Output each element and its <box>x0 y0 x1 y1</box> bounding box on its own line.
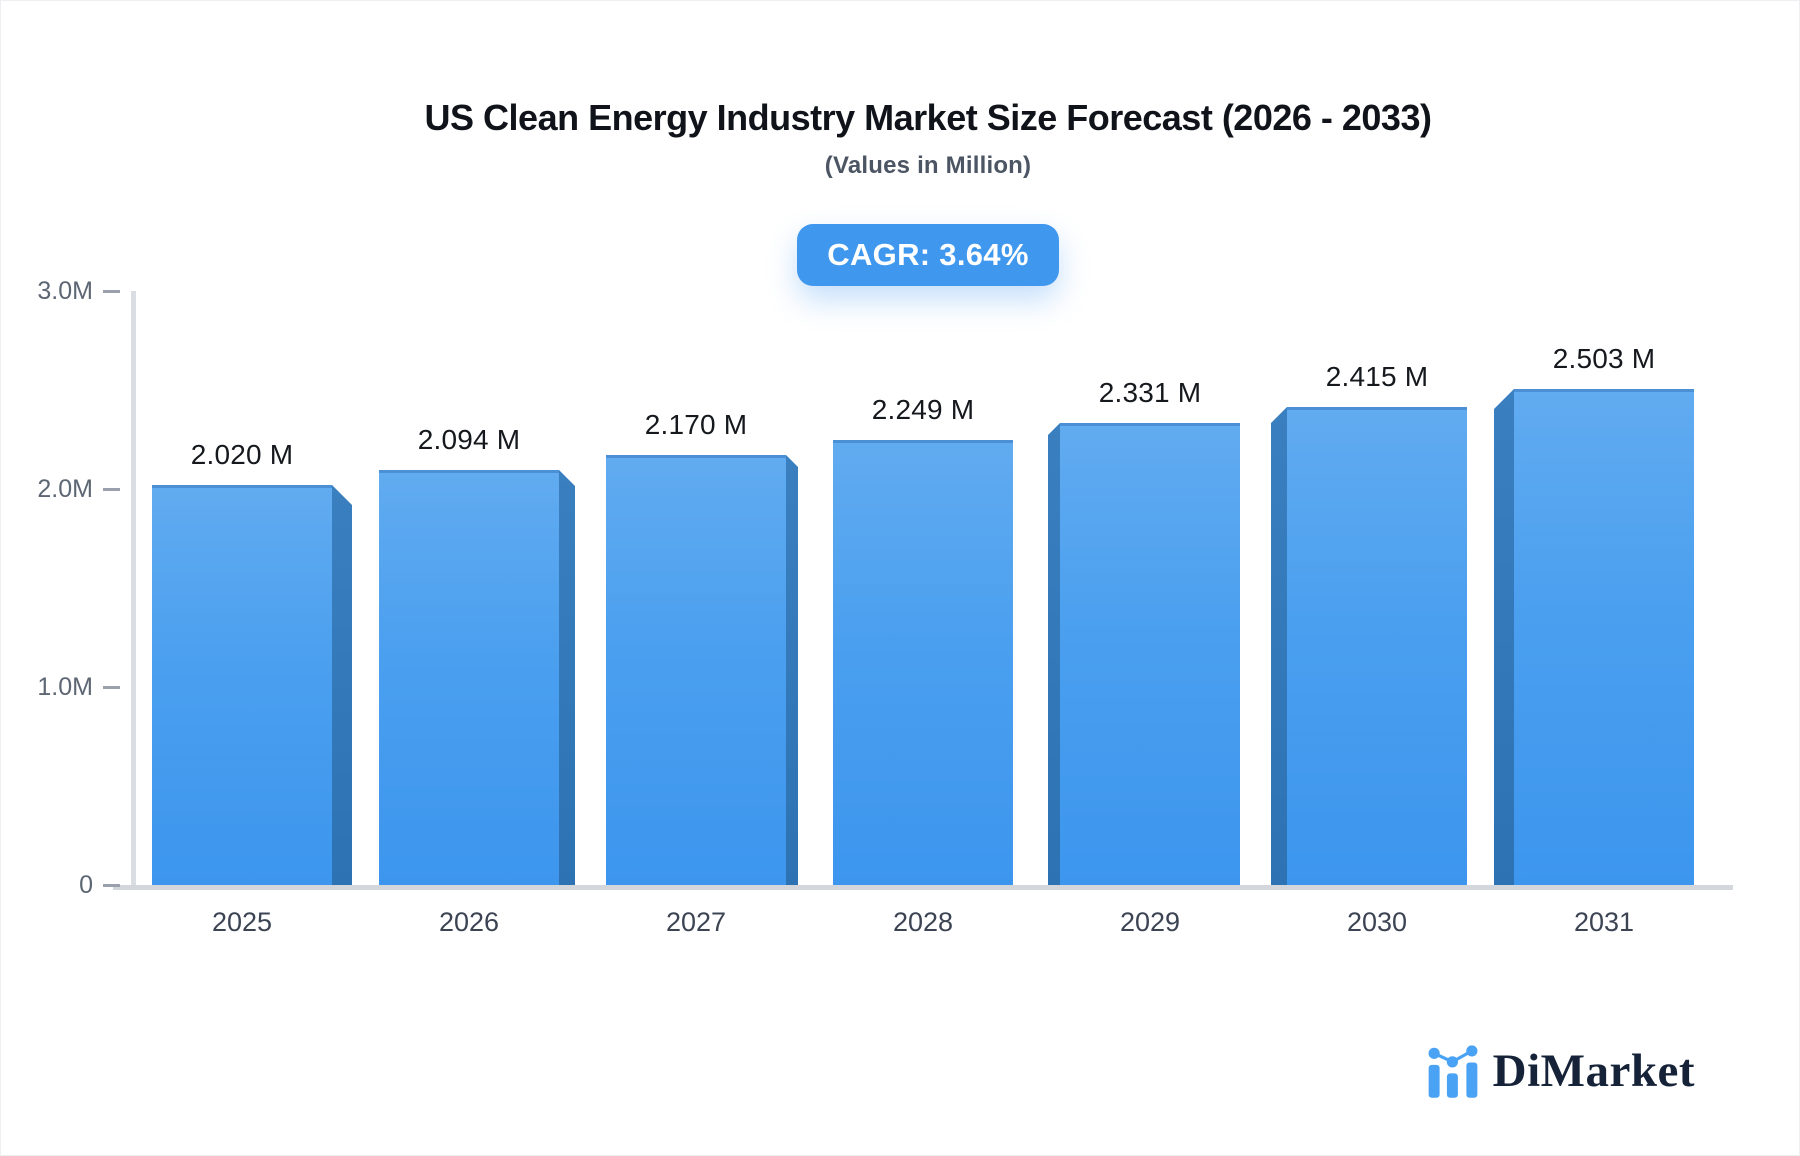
x-axis-label: 2031 <box>1573 907 1635 937</box>
y-axis-tick <box>103 290 120 293</box>
bar-value-label: 2.503 M <box>1552 343 1656 374</box>
dimarket-logo: DiMarket <box>1426 1043 1695 1099</box>
bar <box>379 470 559 885</box>
y-axis-label: 0 <box>79 871 93 899</box>
x-axis-label: 2025 <box>211 907 273 937</box>
y-axis-tick <box>103 884 120 887</box>
y-axis-tick <box>103 686 120 689</box>
chart-subtitle: (Values in Million) <box>824 152 1032 180</box>
bar <box>1060 423 1240 885</box>
bar-value-label: 2.170 M <box>644 409 748 440</box>
x-axis-label: 2030 <box>1346 907 1408 937</box>
x-axis-label: 2026 <box>438 907 500 937</box>
bar <box>1287 407 1467 885</box>
bar-3d-side <box>332 485 352 885</box>
y-axis-label: 3.0M <box>37 277 93 305</box>
bar-3d-side <box>559 470 575 885</box>
cagr-badge: CAGR: 3.64% <box>797 224 1059 287</box>
y-axis-label: 2.0M <box>37 475 93 503</box>
bar <box>1514 389 1694 885</box>
y-axis-tick <box>103 488 120 491</box>
x-axis-label: 2027 <box>665 907 727 937</box>
bar-value-label: 2.020 M <box>190 439 294 470</box>
bar-3d-side <box>1271 407 1287 885</box>
x-axis-baseline <box>113 885 1733 890</box>
bar <box>152 485 332 885</box>
bar-3d-side <box>1494 389 1514 885</box>
bar-chart-logo-icon <box>1428 1045 1478 1098</box>
bar-value-label: 2.415 M <box>1325 361 1429 392</box>
x-axis-label: 2029 <box>1119 907 1181 937</box>
bar <box>606 455 786 885</box>
chart-header: US Clean Energy Industry Market Size For… <box>57 1 1799 287</box>
bar <box>833 440 1013 885</box>
bar-value-label: 2.249 M <box>871 394 975 425</box>
page-title: US Clean Energy Industry Market Size For… <box>424 97 1432 138</box>
y-axis-line <box>131 291 136 887</box>
bar-3d-side <box>786 455 798 885</box>
bar-value-label: 2.331 M <box>1098 377 1202 408</box>
y-axis-label: 1.0M <box>37 673 93 701</box>
x-axis-label: 2028 <box>892 907 954 937</box>
bar-3d-side <box>1048 423 1060 885</box>
logo-wordmark: DiMarket <box>1492 1044 1695 1097</box>
bar-value-label: 2.094 M <box>417 424 521 455</box>
